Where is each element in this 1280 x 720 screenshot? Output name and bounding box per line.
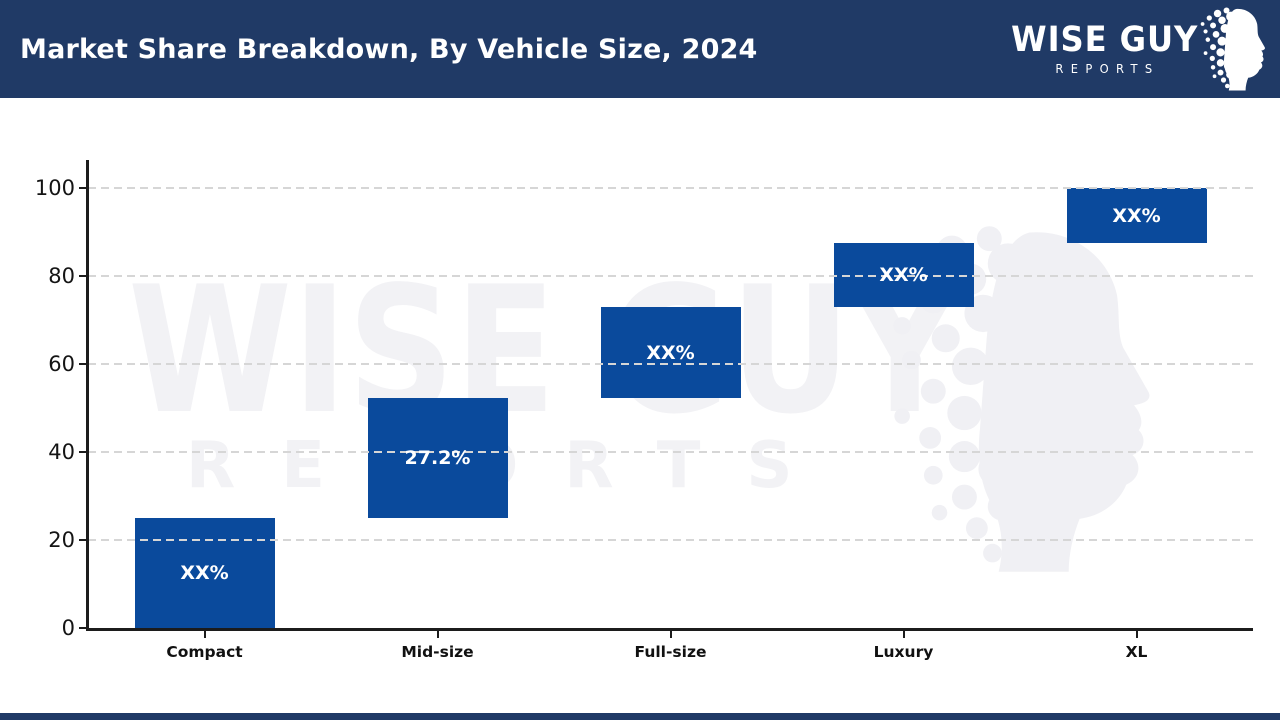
gridline-100 [88,187,1253,189]
x-tick-label-compact: Compact [166,643,243,661]
x-tick-mark-full-size [669,630,672,638]
y-tick-label-40: 40 [48,440,75,464]
bar-value-label-luxury: XX% [879,263,928,286]
gridline-80 [88,275,1253,277]
bar-value-label-full-size: XX% [646,341,695,364]
chart-area: WISE GUY REPORTS 0 20 40 60 80 100 Compact Mid-… [0,98,1280,713]
gridline-60 [88,363,1253,365]
y-tick-label-20: 20 [48,528,75,552]
watermark-brand-text: WISE GUY [128,250,959,453]
gridline-40 [88,451,1253,453]
y-tick-mark-20 [79,539,88,541]
y-tick-mark-0 [79,627,88,629]
page-title: Market Share Breakdown, By Vehicle Size,… [20,33,758,65]
y-tick-mark-60 [79,363,88,365]
bar-xl [1066,188,1207,243]
bar-luxury [833,243,974,307]
gridline-20 [88,539,1253,541]
bar-full-size [600,306,741,399]
x-tick-label-xl: XL [1125,643,1148,661]
y-tick-mark-40 [79,451,88,453]
bar-value-label-compact: XX% [180,562,229,584]
y-axis-spine [86,160,89,631]
wise-guy-head-icon [1192,6,1270,92]
watermark-reports-text: REPORTS [186,429,839,503]
y-tick-mark-100 [79,187,88,189]
x-tick-label-mid-size: Mid-size [401,643,474,661]
bar-compact [134,518,275,628]
x-tick-mark-compact [203,630,206,638]
logo-sub-label: REPORTS [1054,60,1160,76]
y-tick-label-80: 80 [48,264,75,288]
x-tick-mark-mid-size [436,630,439,638]
y-tick-label-100: 100 [34,176,75,200]
logo-brand-label: WISE GUY [1010,19,1198,60]
x-tick-label-full-size: Full-size [634,643,707,661]
x-tick-mark-luxury [902,630,905,638]
y-tick-mark-80 [79,275,88,277]
header-bar: Market Share Breakdown, By Vehicle Size,… [0,0,1280,98]
x-tick-label-luxury: Luxury [873,643,934,661]
x-tick-mark-xl [1135,630,1138,638]
bar-value-label-mid-size: 27.2% [404,447,471,470]
x-axis-spine [86,628,1253,631]
wise-guy-logo: WISE GUY REPORTS [1003,0,1270,98]
y-tick-label-0: 0 [61,616,75,640]
y-tick-label-60: 60 [48,352,75,376]
footer-bar [0,713,1280,720]
bar-mid-size [367,398,508,518]
bar-value-label-xl: XX% [1112,204,1161,227]
logo-text: WISE GUY REPORTS [1010,19,1198,76]
